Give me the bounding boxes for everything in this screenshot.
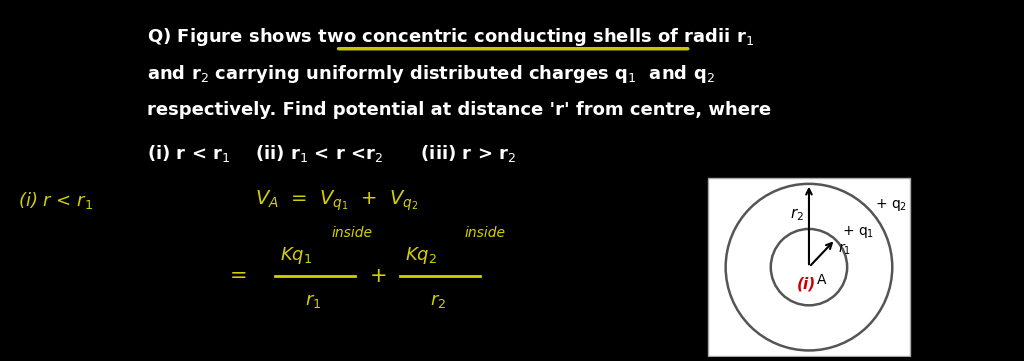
Text: inside: inside [465, 226, 506, 239]
Text: (i): (i) [797, 277, 816, 292]
Text: + q$_1$: + q$_1$ [843, 225, 874, 240]
Text: + q$_2$: + q$_2$ [874, 197, 907, 213]
Text: $Kq_2$: $Kq_2$ [406, 245, 437, 266]
Text: respectively. Find potential at distance 'r' from centre, where: respectively. Find potential at distance… [146, 101, 771, 119]
Text: $V_A$  =  $V_{q_1}$  +  $V_{q_2}$: $V_A$ = $V_{q_1}$ + $V_{q_2}$ [255, 188, 419, 213]
Text: Q) Figure shows two concentric $\bf{conducting\ shells}$ of radii r$_1$: Q) Figure shows two concentric $\bf{cond… [146, 26, 754, 48]
Text: A: A [817, 273, 826, 287]
Text: and r$_2$ carrying uniformly distributed charges q$_1$  and q$_2$: and r$_2$ carrying uniformly distributed… [146, 63, 715, 84]
Text: (i) r < r$_1$: (i) r < r$_1$ [18, 190, 93, 211]
FancyBboxPatch shape [709, 178, 909, 356]
Text: $Kq_1$: $Kq_1$ [280, 245, 312, 266]
Text: $r_2$: $r_2$ [430, 292, 446, 310]
Text: (i) r < r$_1$    (ii) r$_1$ < r <r$_2$      (iii) r > r$_2$: (i) r < r$_1$ (ii) r$_1$ < r <r$_2$ (iii… [146, 143, 516, 164]
Text: =: = [230, 266, 248, 286]
Text: inside: inside [332, 226, 373, 239]
Text: $r_1$: $r_1$ [305, 292, 322, 310]
Text: r$_2$: r$_2$ [790, 207, 804, 223]
Text: r$_1$: r$_1$ [838, 242, 851, 257]
Text: +: + [370, 266, 388, 286]
